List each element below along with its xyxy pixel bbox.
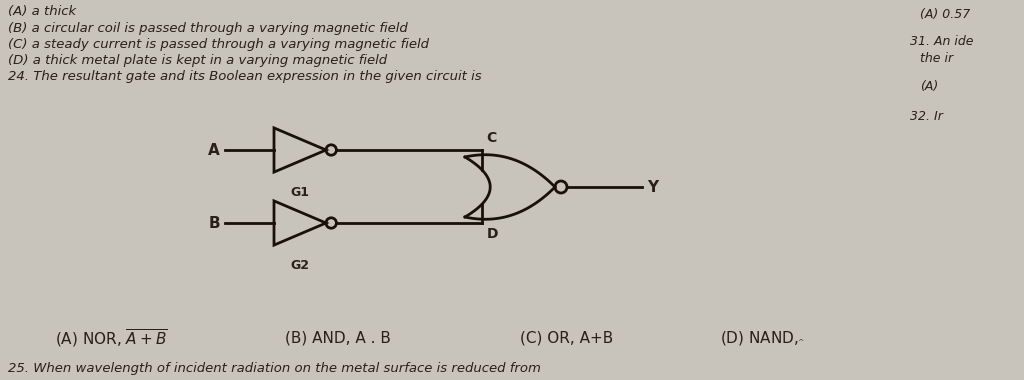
Text: (D) a thick metal plate is kept in a varying magnetic field: (D) a thick metal plate is kept in a var…	[8, 54, 387, 67]
Text: (A) a thick: (A) a thick	[8, 5, 76, 18]
Text: G1: G1	[291, 186, 309, 199]
Text: the ir: the ir	[920, 52, 953, 65]
Text: Y: Y	[647, 179, 658, 195]
Text: G2: G2	[291, 259, 309, 272]
Text: D: D	[486, 227, 498, 241]
Text: (A) 0.57: (A) 0.57	[920, 8, 971, 21]
Text: (C) OR, A+B: (C) OR, A+B	[520, 331, 613, 345]
Text: C: C	[486, 131, 497, 145]
Text: (C) a steady current is passed through a varying magnetic field: (C) a steady current is passed through a…	[8, 38, 429, 51]
Text: 31. An ide: 31. An ide	[910, 35, 974, 48]
Text: 24. The resultant gate and its Boolean expression in the given circuit is: 24. The resultant gate and its Boolean e…	[8, 70, 481, 83]
Text: 25. When wavelength of incident radiation on the metal surface is reduced from: 25. When wavelength of incident radiatio…	[8, 362, 541, 375]
Text: (B) a circular coil is passed through a varying magnetic field: (B) a circular coil is passed through a …	[8, 22, 408, 35]
Text: (D) NAND,$\widehat{\ }$: (D) NAND,$\widehat{\ }$	[720, 329, 805, 347]
Text: (A): (A)	[920, 80, 938, 93]
Text: B: B	[208, 215, 220, 231]
Text: 32. Ir: 32. Ir	[910, 110, 943, 123]
Text: (B) AND, A . B: (B) AND, A . B	[285, 331, 391, 345]
Text: (A) NOR, $\overline{A+B}$: (A) NOR, $\overline{A+B}$	[55, 327, 168, 349]
Text: A: A	[208, 142, 220, 157]
